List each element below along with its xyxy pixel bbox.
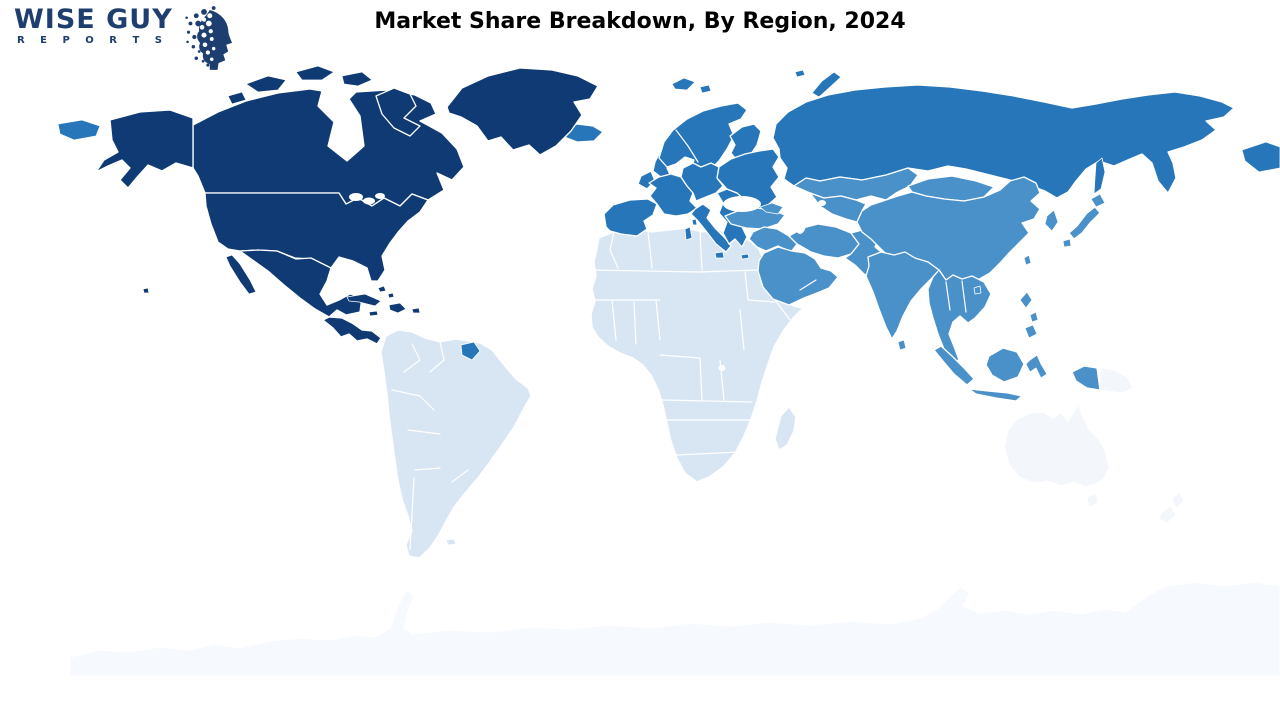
region-central-america	[322, 316, 382, 345]
island-novaya-zemlya	[811, 71, 842, 98]
island-java	[968, 388, 1023, 402]
island-japan-honshu	[1068, 206, 1101, 240]
island-hainan	[973, 285, 982, 295]
logo-head-icon	[185, 6, 232, 70]
region-oceania	[1003, 367, 1185, 524]
lake-victoria	[718, 365, 726, 371]
country-india	[865, 251, 940, 340]
logo-wordmark: WISE GUY	[14, 4, 173, 35]
island-arctic-1	[245, 75, 287, 93]
island-philippines-luzon	[1019, 291, 1033, 309]
country-canada	[192, 88, 465, 207]
country-iberia	[603, 198, 658, 237]
island-arctic-2	[295, 65, 335, 81]
aral-sea	[818, 200, 826, 206]
island-bahamas-1	[377, 285, 387, 293]
region-antarctica	[69, 581, 1280, 677]
island-svalbard-east	[699, 84, 712, 94]
country-eastern-europe	[716, 148, 780, 212]
island-franz-josef	[794, 69, 806, 78]
borders-central-southern-africa	[659, 354, 753, 456]
black-sea	[723, 196, 761, 212]
state-alaska	[95, 109, 194, 189]
island-west-papua	[1071, 365, 1101, 391]
great-lake-michigan	[363, 197, 375, 205]
internal-borders	[391, 129, 967, 551]
country-italy	[690, 203, 732, 253]
logo-text: WISE GUY R E P O R T S	[14, 6, 173, 46]
island-nz-north	[1171, 491, 1185, 509]
country-south-america	[380, 329, 532, 559]
region-europe	[57, 69, 1280, 361]
island-jamaica	[368, 310, 379, 317]
peninsula-baja	[225, 254, 257, 295]
region-south-america-africa	[380, 227, 804, 559]
island-tasmania	[1086, 493, 1099, 508]
island-arctic-4	[227, 91, 247, 105]
country-antarctica	[69, 581, 1280, 677]
island-taiwan	[1023, 254, 1032, 266]
island-baffin	[375, 87, 421, 137]
island-philippines-visayas	[1029, 311, 1039, 323]
island-puerto-rico	[411, 307, 421, 314]
island-arctic-3	[341, 71, 373, 87]
island-crete	[740, 253, 750, 260]
island-nz-south	[1158, 505, 1177, 524]
island-svalbard	[671, 77, 696, 91]
island-corsica	[691, 218, 698, 226]
logo-subtitle: R E P O R T S	[17, 35, 168, 46]
country-australia	[1003, 403, 1110, 488]
island-borneo	[985, 347, 1025, 383]
wise-guy-reports-logo: WISE GUY R E P O R T S	[14, 6, 233, 70]
island-bahamas-2	[387, 292, 395, 299]
island-sumatra	[933, 345, 975, 386]
country-russia-chukotka-east	[1241, 141, 1280, 173]
country-ireland	[637, 170, 656, 190]
country-arabian-peninsula	[757, 246, 839, 306]
borders-west-africa	[591, 299, 661, 345]
island-hawaii	[142, 287, 150, 294]
caspian-sea	[793, 202, 807, 234]
country-korea	[1044, 209, 1059, 232]
island-japan-hokkaido	[1090, 193, 1106, 208]
country-mexico	[239, 249, 363, 318]
island-madagascar	[774, 406, 797, 451]
island-papua-new-guinea	[1099, 367, 1134, 394]
border-norway-sweden	[675, 129, 699, 163]
great-lake-huron	[375, 193, 385, 199]
region-asia-pacific	[724, 167, 1106, 402]
territory-french-guiana	[460, 341, 481, 361]
island-falklands	[445, 538, 457, 546]
island-sicily	[714, 251, 725, 259]
island-sri-lanka	[897, 339, 907, 351]
borders-east-africa	[739, 271, 791, 351]
island-sulawesi	[1025, 354, 1048, 379]
island-philippines-mindanao	[1024, 324, 1038, 339]
island-japan-kyushu	[1062, 238, 1072, 248]
island-hispaniola	[388, 302, 407, 314]
country-greenland	[446, 67, 599, 156]
borders-indochina	[945, 280, 967, 313]
great-lake-superior	[349, 193, 363, 201]
chart-title: Market Share Breakdown, By Region, 2024	[374, 9, 906, 34]
region-north-america	[95, 65, 599, 345]
country-finland	[729, 123, 762, 164]
border-yemen-oman	[799, 279, 817, 291]
country-russia-chukotka-west-wrap	[57, 119, 101, 141]
island-cuba	[346, 293, 382, 307]
borders-north-africa	[591, 231, 759, 273]
island-sardinia	[684, 226, 693, 241]
country-caucasus	[759, 202, 784, 215]
island-sakhalin	[1093, 157, 1106, 195]
borders-south-america	[391, 341, 469, 551]
